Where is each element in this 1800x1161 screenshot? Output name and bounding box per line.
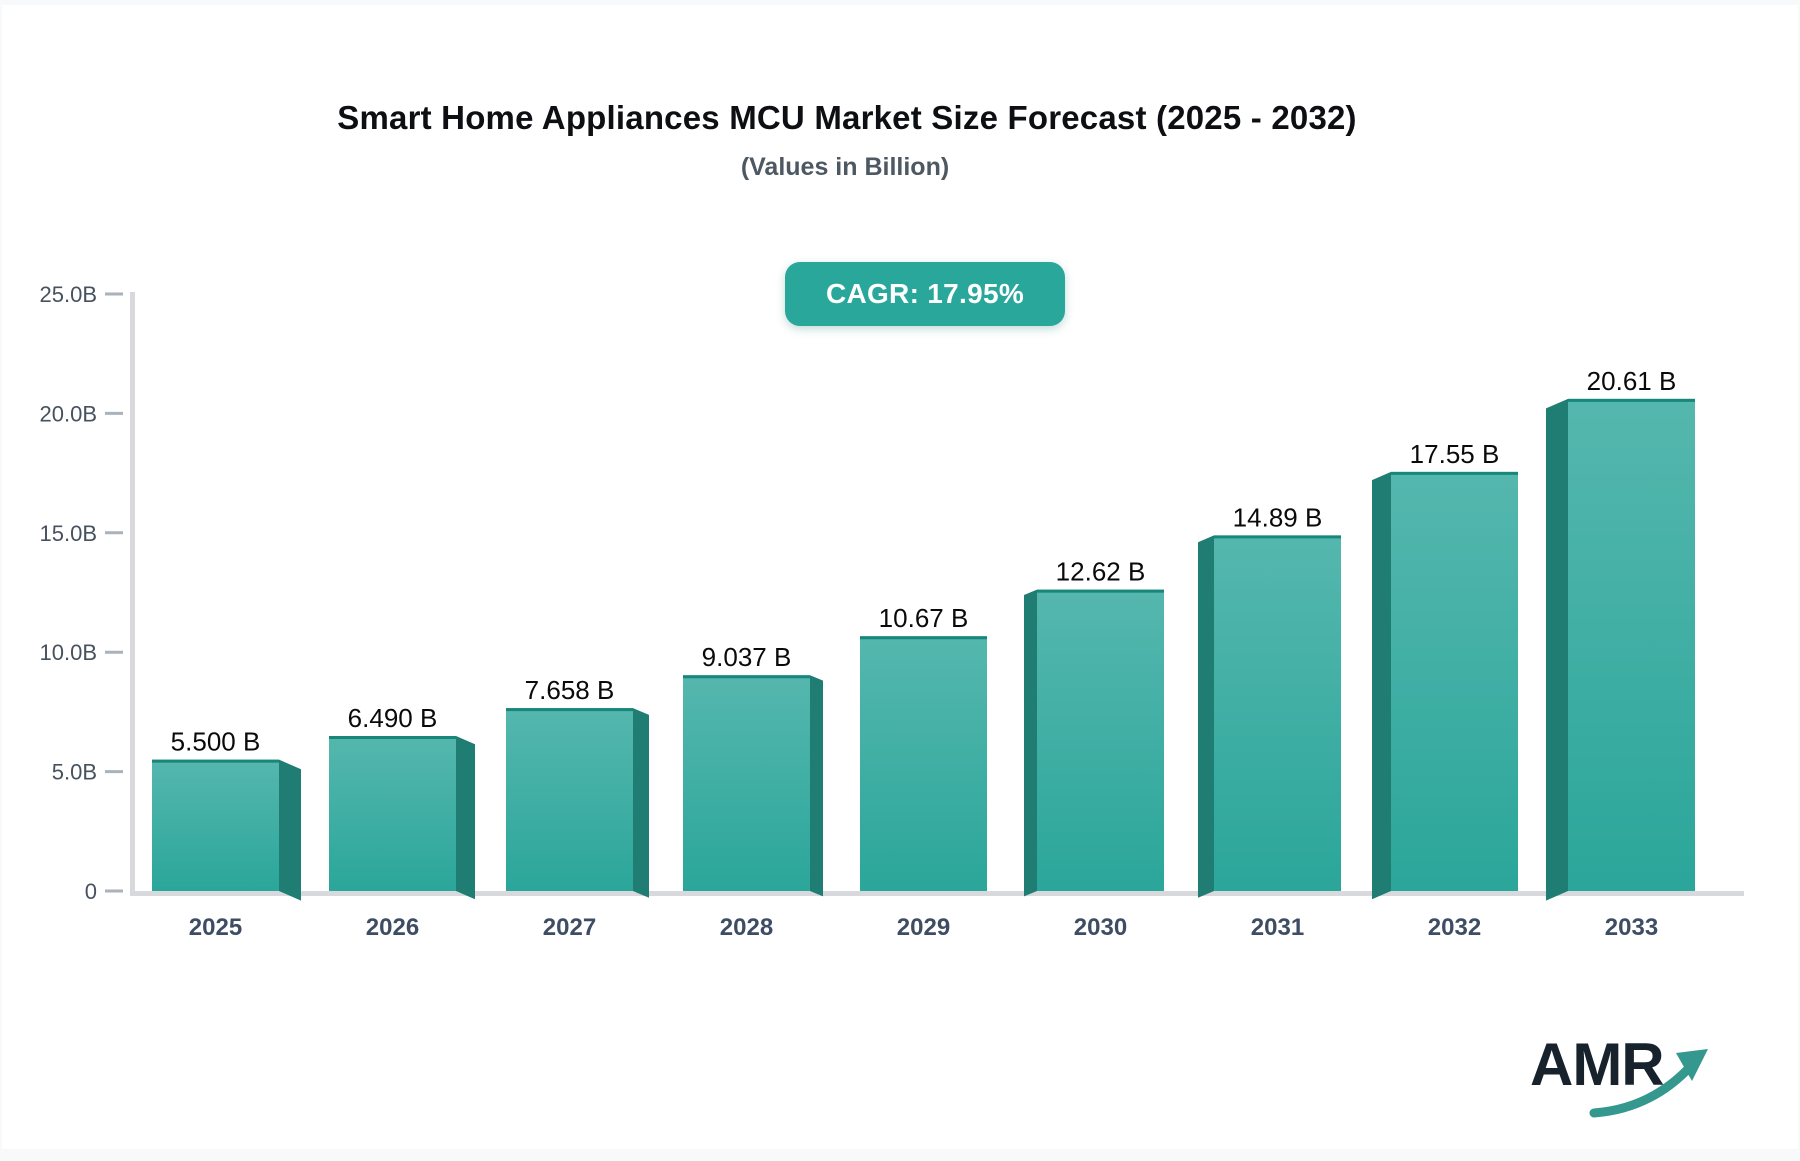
bar-group-2031: 14.89 B 2031 [1198,502,1341,941]
bar-group-2030: 12.62 B 2030 [1024,557,1164,941]
x-axis-label-2031: 2031 [1251,914,1304,941]
x-axis-label-2026: 2026 [366,914,419,941]
x-axis-label-2032: 2032 [1428,914,1481,941]
bar-side-face [456,736,475,900]
x-axis-label-2028: 2028 [720,914,773,941]
bar-side-face [1546,398,1568,901]
y-tick-label: 15.0B [40,521,98,546]
bar-value-label: 9.037 B [702,642,792,672]
amr-logo-text: AMR [1530,1031,1665,1098]
bar-side-face [279,759,301,901]
cagr-badge-label: CAGR: 17.95% [825,278,1025,309]
x-axis-label-2029: 2029 [897,914,950,941]
bar-side-face [1024,589,1037,897]
bar-group-2026: 6.490 B 2026 [329,703,475,941]
chart-card: Smart Home Appliances MCU Market Size Fo… [2,5,1798,1149]
x-axis-label-2033: 2033 [1605,914,1658,941]
x-axis-label-2030: 2030 [1074,914,1127,941]
bar-value-label: 5.500 B [171,727,261,757]
bar-2025[interactable] [152,759,279,891]
bar-value-label: 7.658 B [525,675,615,705]
bar-2029[interactable] [860,636,987,891]
x-axis-label-2027: 2027 [543,914,596,941]
bar-2028[interactable] [683,675,810,891]
bar-value-label: 6.490 B [348,703,438,733]
bar-2026[interactable] [329,736,456,891]
cagr-badge: CAGR: 17.95% [785,262,1065,326]
x-axis-label-2025: 2025 [189,914,242,941]
bar-chart-plot: 0 5.0B 10.0B 15.0B 20.0B 25.0B 5.500 B 2025 6.49… [40,282,1744,941]
bar-group-2025: 5.500 B 2025 [152,727,301,941]
bar-2031[interactable] [1214,535,1341,891]
y-tick-label: 5.0B [52,760,97,785]
bar-side-face [1372,471,1391,900]
y-tick-label: 0 [85,879,97,904]
bar-2032[interactable] [1391,471,1518,891]
bar-group-2032: 17.55 B 2032 [1372,439,1518,941]
bar-value-label: 20.61 B [1587,366,1677,396]
y-tick-label: 10.0B [40,640,98,665]
bar-side-face [810,675,823,897]
bar-value-label: 12.62 B [1056,557,1146,587]
bar-side-face [633,708,649,898]
y-tick-label: 25.0B [40,282,98,307]
bar-side-face [1198,535,1214,898]
trend-up-arrow-icon [1589,1049,1708,1118]
chart-title: Smart Home Appliances MCU Market Size Fo… [337,99,1357,136]
bar-2033[interactable] [1568,398,1695,891]
bar-value-label: 10.67 B [879,603,969,633]
y-tick-label: 20.0B [40,401,98,426]
amr-logo: AMR [1530,1035,1780,1125]
chart-subtitle: (Values in Billion) [740,153,950,181]
bar-2030[interactable] [1037,589,1164,891]
bar-value-label: 17.55 B [1410,439,1500,469]
bar-group-2029: 10.67 B 2029 [860,603,987,941]
bar-group-2028: 9.037 B 2028 [683,642,823,941]
bar-group-2033: 20.61 B 2033 [1546,366,1695,941]
bar-group-2027: 7.658 B 2027 [506,675,649,941]
bar-value-label: 14.89 B [1233,502,1323,532]
bar-2027[interactable] [506,708,633,891]
